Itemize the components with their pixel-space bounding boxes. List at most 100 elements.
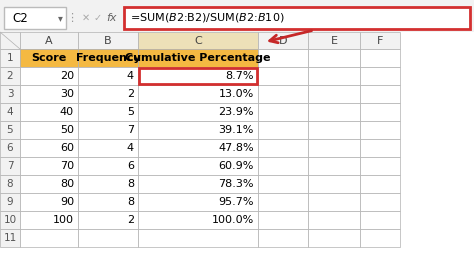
- Text: C2: C2: [12, 12, 28, 24]
- Bar: [20, 157, 78, 175]
- Bar: [20, 49, 78, 67]
- Bar: [308, 67, 360, 85]
- Text: 70: 70: [60, 161, 74, 171]
- Bar: [0, 139, 20, 157]
- Text: 7: 7: [127, 125, 134, 135]
- Bar: [360, 103, 400, 121]
- Text: 78.3%: 78.3%: [219, 179, 254, 189]
- Text: ✕: ✕: [82, 13, 90, 23]
- Text: 100.0%: 100.0%: [212, 215, 254, 225]
- Bar: [138, 193, 258, 211]
- Bar: [258, 32, 308, 49]
- Bar: [138, 175, 258, 193]
- Bar: [360, 229, 400, 247]
- Text: 7: 7: [7, 161, 13, 171]
- Text: 30: 30: [60, 89, 74, 99]
- Text: 4: 4: [127, 71, 134, 81]
- Text: 13.0%: 13.0%: [219, 89, 254, 99]
- Text: 3: 3: [7, 89, 13, 99]
- Bar: [0, 175, 20, 193]
- Bar: [258, 139, 308, 157]
- Text: ▾: ▾: [57, 13, 63, 23]
- Text: Score: Score: [31, 53, 67, 63]
- Text: fx: fx: [107, 13, 117, 23]
- Bar: [20, 32, 78, 49]
- Bar: [20, 67, 78, 85]
- Text: 20: 20: [60, 71, 74, 81]
- Bar: [308, 175, 360, 193]
- Bar: [20, 193, 78, 211]
- Bar: [138, 32, 258, 49]
- Bar: [360, 193, 400, 211]
- Text: B: B: [104, 35, 112, 46]
- Text: 4: 4: [127, 143, 134, 153]
- Text: 8: 8: [127, 179, 134, 189]
- Text: F: F: [377, 35, 383, 46]
- Bar: [124, 7, 470, 29]
- Text: 2: 2: [127, 215, 134, 225]
- Bar: [0, 49, 20, 67]
- Text: D: D: [279, 35, 287, 46]
- Bar: [360, 121, 400, 139]
- Text: 10: 10: [3, 215, 17, 225]
- Bar: [138, 103, 258, 121]
- Text: 4: 4: [7, 107, 13, 117]
- Bar: [20, 175, 78, 193]
- Bar: [0, 193, 20, 211]
- Text: 1: 1: [7, 53, 13, 63]
- Text: 8: 8: [127, 197, 134, 207]
- Bar: [308, 85, 360, 103]
- Text: 40: 40: [60, 107, 74, 117]
- Bar: [20, 139, 78, 157]
- Bar: [360, 211, 400, 229]
- Bar: [0, 121, 20, 139]
- Text: 90: 90: [60, 197, 74, 207]
- Bar: [258, 157, 308, 175]
- Bar: [360, 32, 400, 49]
- Bar: [258, 103, 308, 121]
- Bar: [360, 139, 400, 157]
- Bar: [0, 211, 20, 229]
- Text: E: E: [330, 35, 337, 46]
- Text: 9: 9: [7, 197, 13, 207]
- Bar: [258, 175, 308, 193]
- Text: 95.7%: 95.7%: [219, 197, 254, 207]
- Text: =SUM($B$2:B2)/SUM($B$2:$B$10): =SUM($B$2:B2)/SUM($B$2:$B$10): [130, 12, 284, 24]
- Bar: [78, 103, 138, 121]
- Bar: [20, 103, 78, 121]
- Bar: [0, 157, 20, 175]
- Bar: [0, 103, 20, 121]
- Bar: [138, 121, 258, 139]
- Bar: [138, 229, 258, 247]
- Text: A: A: [45, 35, 53, 46]
- Text: 60: 60: [60, 143, 74, 153]
- Bar: [78, 211, 138, 229]
- Bar: [78, 193, 138, 211]
- Bar: [78, 49, 138, 67]
- Bar: [78, 67, 138, 85]
- Text: 50: 50: [60, 125, 74, 135]
- Bar: [308, 193, 360, 211]
- Bar: [308, 211, 360, 229]
- Text: C: C: [194, 35, 202, 46]
- Bar: [308, 49, 360, 67]
- Text: 39.1%: 39.1%: [219, 125, 254, 135]
- Bar: [0, 67, 20, 85]
- Bar: [308, 139, 360, 157]
- Bar: [20, 121, 78, 139]
- Bar: [360, 85, 400, 103]
- Bar: [360, 157, 400, 175]
- Text: 100: 100: [53, 215, 74, 225]
- Bar: [78, 85, 138, 103]
- Text: 2: 2: [7, 71, 13, 81]
- Bar: [258, 211, 308, 229]
- Bar: [20, 85, 78, 103]
- Bar: [0, 85, 20, 103]
- Bar: [0, 0, 474, 32]
- Bar: [258, 121, 308, 139]
- Bar: [360, 67, 400, 85]
- Bar: [258, 49, 308, 67]
- Bar: [20, 229, 78, 247]
- Bar: [0, 32, 20, 49]
- Bar: [139, 68, 257, 84]
